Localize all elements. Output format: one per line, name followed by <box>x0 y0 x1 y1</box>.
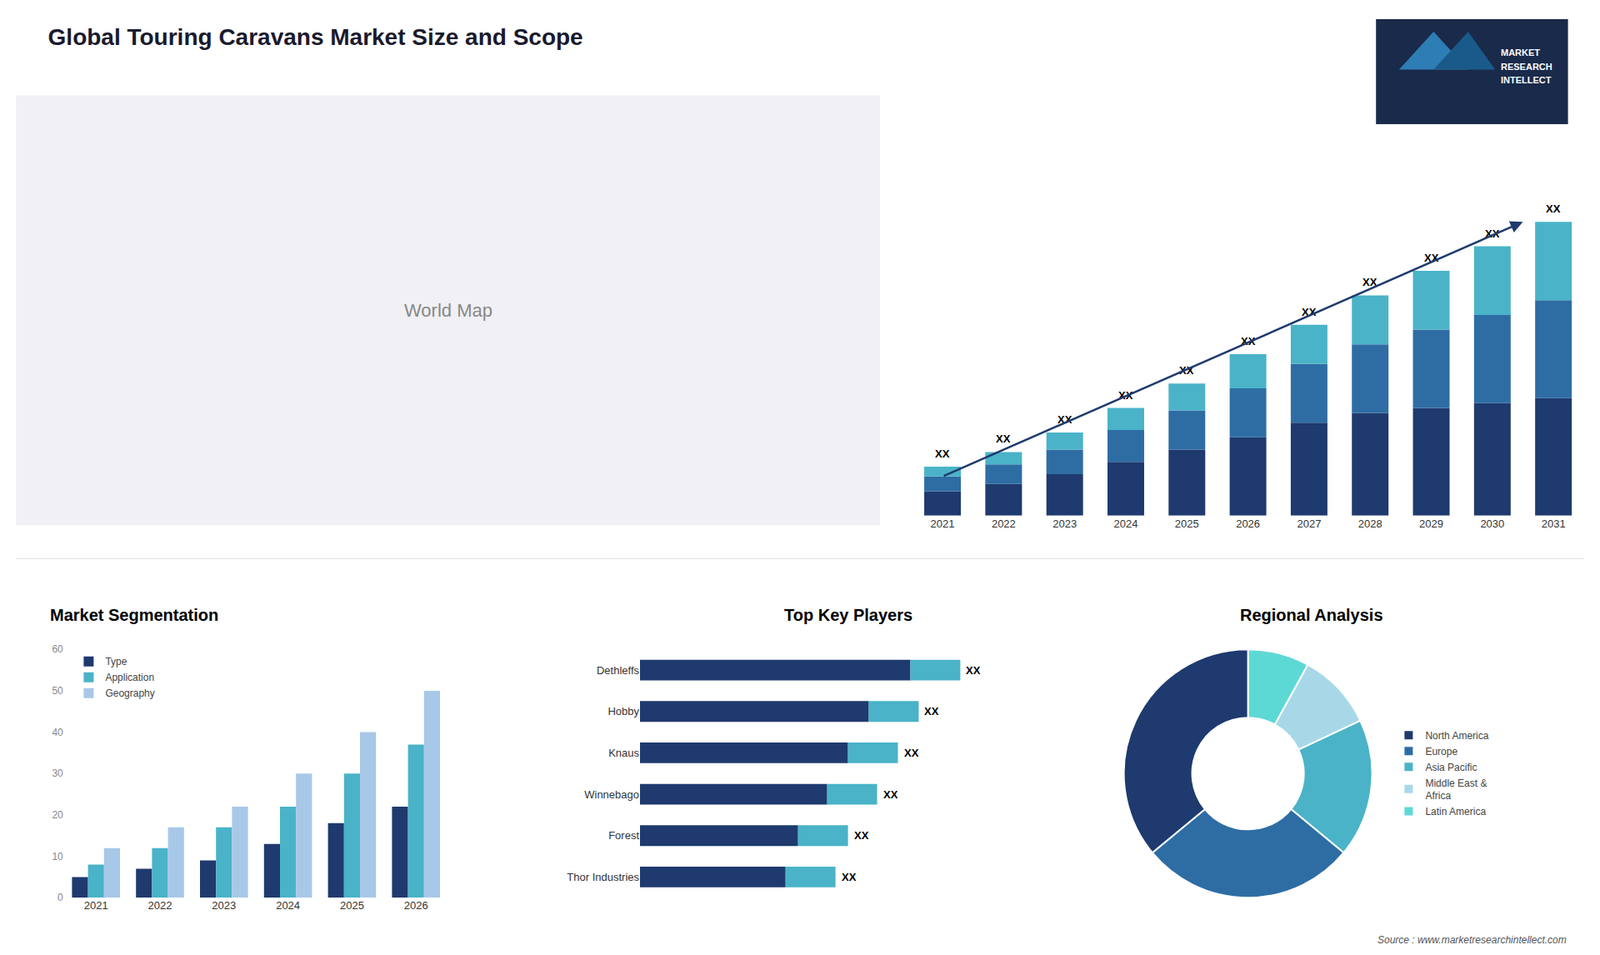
svg-text:2029: 2029 <box>1419 517 1444 530</box>
svg-text:2026: 2026 <box>1235 517 1260 530</box>
svg-text:2025: 2025 <box>340 899 365 912</box>
svg-text:2021: 2021 <box>84 899 109 912</box>
svg-text:Top Key Players: Top Key Players <box>784 605 913 625</box>
svg-text:0: 0 <box>57 891 64 904</box>
svg-text:XX: XX <box>904 746 920 760</box>
svg-text:2022: 2022 <box>148 899 173 912</box>
svg-text:INTELLECT: INTELLECT <box>1500 75 1552 85</box>
svg-text:2026: 2026 <box>404 899 429 912</box>
svg-text:XX: XX <box>1301 305 1317 319</box>
svg-text:2021: 2021 <box>930 517 955 530</box>
svg-text:Europe: Europe <box>1425 745 1458 758</box>
svg-text:Type: Type <box>105 655 127 668</box>
svg-text:2025: 2025 <box>1175 517 1200 530</box>
svg-text:Knaus: Knaus <box>608 746 640 760</box>
svg-text:30: 30 <box>51 767 64 780</box>
svg-text:Asia Pacific: Asia Pacific <box>1425 761 1477 774</box>
svg-text:2030: 2030 <box>1480 517 1505 530</box>
svg-text:Application: Application <box>105 671 155 684</box>
svg-text:XX: XX <box>1240 335 1256 348</box>
svg-text:2024: 2024 <box>1114 517 1139 530</box>
svg-text:Thor Industries: Thor Industries <box>566 870 640 884</box>
svg-text:XX: XX <box>965 664 981 677</box>
svg-text:XX: XX <box>1057 413 1073 426</box>
svg-text:XX: XX <box>1362 275 1378 289</box>
svg-text:2022: 2022 <box>991 517 1016 530</box>
svg-text:XX: XX <box>1485 227 1500 240</box>
svg-text:World Map: World Map <box>404 300 493 321</box>
svg-text:XX: XX <box>854 829 870 842</box>
svg-text:Source : www.marketresearchint: Source : www.marketresearchintellect.com <box>1377 934 1567 946</box>
svg-text:2023: 2023 <box>211 899 236 912</box>
svg-text:XX: XX <box>935 447 950 460</box>
svg-text:Market Segmentation: Market Segmentation <box>50 605 219 625</box>
svg-text:2024: 2024 <box>275 899 300 912</box>
svg-text:XX: XX <box>924 705 940 718</box>
svg-text:2028: 2028 <box>1358 517 1383 530</box>
svg-text:50: 50 <box>51 685 64 697</box>
svg-text:XX: XX <box>995 432 1011 445</box>
svg-text:Global Touring Caravans Market: Global Touring Caravans Market Size and … <box>48 24 584 50</box>
svg-text:Winnebago: Winnebago <box>584 788 640 801</box>
svg-text:Dethleffs: Dethleffs <box>596 664 640 677</box>
svg-text:2031: 2031 <box>1541 517 1566 530</box>
svg-text:XX: XX <box>1118 389 1134 402</box>
svg-text:Middle East &Africa: Middle East &Africa <box>1425 777 1487 803</box>
svg-text:XX: XX <box>1179 364 1195 377</box>
svg-text:Hobby: Hobby <box>607 705 640 718</box>
svg-text:RESEARCH: RESEARCH <box>1500 61 1553 72</box>
svg-text:Latin America: Latin America <box>1425 805 1486 818</box>
svg-text:MARKET: MARKET <box>1500 47 1540 58</box>
svg-text:XX: XX <box>883 788 899 801</box>
svg-text:20: 20 <box>51 809 64 821</box>
svg-text:Regional Analysis: Regional Analysis <box>1240 605 1384 625</box>
svg-text:XX: XX <box>1424 251 1440 265</box>
svg-text:10: 10 <box>51 850 64 863</box>
svg-text:Forest: Forest <box>608 829 640 842</box>
svg-text:40: 40 <box>51 726 64 739</box>
svg-text:North America: North America <box>1425 730 1489 742</box>
svg-text:60: 60 <box>51 643 64 655</box>
svg-text:XX: XX <box>841 870 857 884</box>
svg-text:2027: 2027 <box>1296 517 1321 530</box>
svg-text:Geography: Geography <box>105 687 155 700</box>
svg-text:2023: 2023 <box>1052 517 1077 530</box>
svg-text:XX: XX <box>1545 202 1561 215</box>
